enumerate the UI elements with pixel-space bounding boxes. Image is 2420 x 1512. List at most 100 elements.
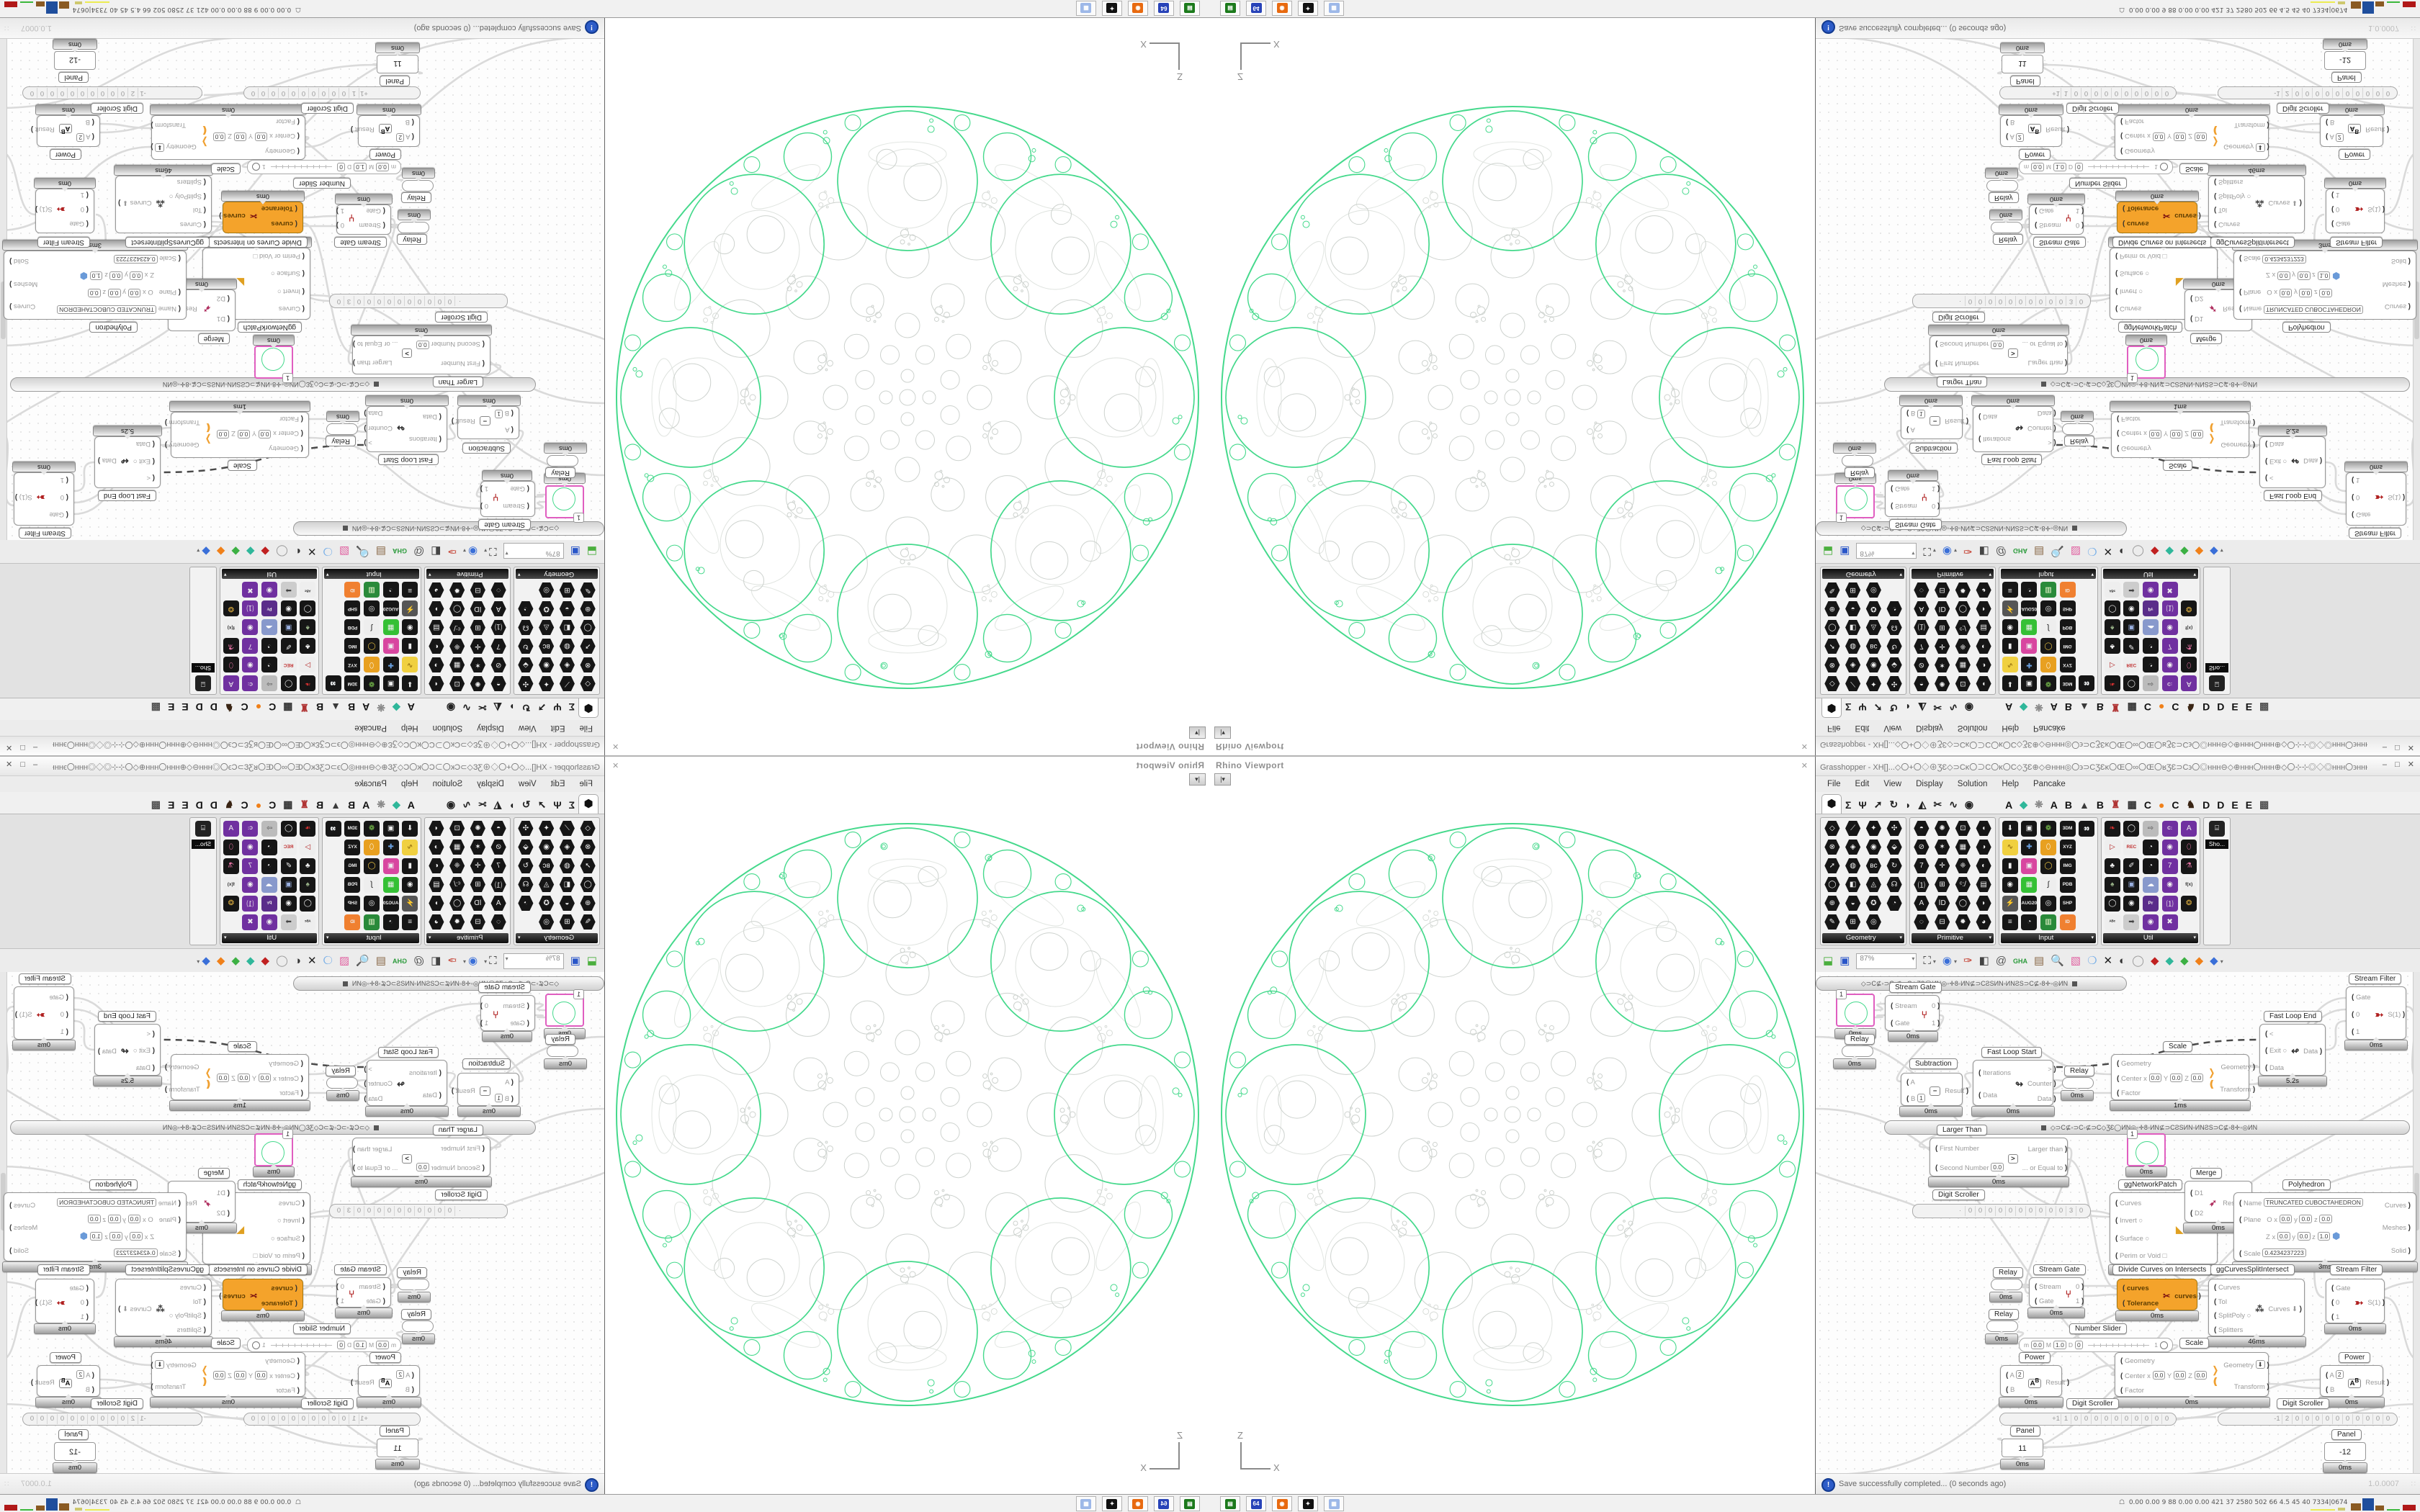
component-icon[interactable]: IMG bbox=[344, 638, 361, 654]
component-icon[interactable]: ◒ bbox=[1845, 895, 1861, 912]
panel-node[interactable]: -12 bbox=[2324, 51, 2366, 70]
plugin-tab[interactable]: A bbox=[2005, 799, 2013, 811]
menu-item-display[interactable]: Display bbox=[477, 724, 504, 732]
component-icon[interactable]: ◗ bbox=[429, 896, 444, 912]
component-icon[interactable]: ⬇ bbox=[402, 820, 418, 837]
component-icon[interactable]: ◉ bbox=[2123, 895, 2140, 912]
toolbar-icon[interactable]: @ bbox=[413, 955, 425, 967]
component-icon[interactable]: ◒ bbox=[559, 601, 575, 617]
component-icon[interactable]: A bbox=[490, 601, 506, 617]
component-icon[interactable]: A bbox=[1914, 601, 1930, 617]
group-header-bar[interactable]: ◇⊃C⊈◦⊃C◦⊈⊃C◇ƷƐ◯ИN◎◦✛8◦ИN⊈⊃CƧSИN◦ИNƧS⊃C⊈◦… bbox=[1816, 976, 2127, 991]
stream-gate-node[interactable]: ( Stream( Gate ⑂ 0 ) 1 ) bbox=[2029, 1277, 2084, 1308]
toolbar-icon[interactable]: ◆ bbox=[2195, 545, 2204, 557]
component-icon[interactable]: ▣ bbox=[382, 675, 399, 692]
component-icon[interactable]: ◎ bbox=[2040, 600, 2056, 617]
category-tab-icon[interactable]: ◉ bbox=[446, 798, 456, 810]
component-icon[interactable]: ✣ bbox=[1886, 820, 1902, 837]
taskbar-app-rhino[interactable]: ✦ bbox=[1102, 1, 1122, 16]
component-icon[interactable]: SHP bbox=[2059, 895, 2076, 912]
component-icon[interactable]: ◉ bbox=[539, 840, 555, 855]
stream-filter-node[interactable]: ( Gate( 0( 1 ➳ S(1) ) bbox=[35, 1279, 94, 1323]
toolbar-icon[interactable]: ▧ bbox=[339, 955, 350, 967]
category-tab-icon[interactable]: Ψ bbox=[553, 799, 562, 811]
toolbar-icon[interactable]: ◆ bbox=[2165, 545, 2174, 557]
component-icon[interactable]: ▦ bbox=[449, 840, 465, 855]
component-icon[interactable]: ▦ bbox=[382, 876, 399, 893]
category-tab-icon[interactable]: ↻ bbox=[1889, 798, 1899, 810]
toolbar-icon[interactable]: ❍ bbox=[323, 955, 333, 967]
component-icon[interactable]: 3DM bbox=[2059, 820, 2076, 837]
component-icon[interactable]: ⇨ bbox=[261, 820, 278, 837]
polyhedron-node[interactable]: ( Name TRUNCATED CUBOCTAHEDRON( Plane O … bbox=[4, 251, 187, 320]
relay-node[interactable] bbox=[1986, 180, 2018, 192]
toolbar-icon[interactable]: ◆ bbox=[231, 545, 240, 557]
component-icon[interactable]: ⚡ bbox=[402, 600, 418, 617]
plugin-tab[interactable]: D bbox=[2202, 701, 2210, 713]
component-icon[interactable]: ◑ bbox=[429, 657, 444, 673]
component-icon[interactable]: ≡ bbox=[2002, 914, 2018, 930]
plugin-tab[interactable]: E bbox=[182, 701, 189, 713]
category-tab-icon[interactable]: ◗ bbox=[508, 701, 515, 713]
component-icon[interactable]: ✛ bbox=[470, 639, 485, 654]
scale-node[interactable]: ( Geometry( Center x 0.0 Y 0.0 Z 0.0( Fa… bbox=[2115, 115, 2269, 160]
component-icon[interactable]: ∿ bbox=[402, 839, 418, 855]
component-icon[interactable]: ◑ bbox=[1976, 839, 1991, 855]
viewport-close-icon[interactable]: ✕ bbox=[612, 762, 619, 770]
digit-scroller-node[interactable]: +1 1 0 0 0 0 0 0 0 0 0 0 bbox=[243, 86, 421, 99]
ggcurvessplitintersect-node[interactable]: ( Curves( Tol( SplitPoly ○( Splitters ⁂ Cu… bbox=[2208, 176, 2305, 233]
component-icon[interactable]: ▷ bbox=[2104, 657, 2120, 673]
component-icon[interactable]: ↻ bbox=[1886, 639, 1902, 654]
component-icon[interactable]: Pr bbox=[2142, 895, 2159, 912]
toolbar-caret[interactable]: ▾ bbox=[2220, 958, 2223, 965]
component-icon[interactable]: ◓ bbox=[1914, 676, 1930, 692]
toolbar-icon[interactable]: ❍ bbox=[2087, 545, 2097, 557]
component-icon[interactable]: ◔ bbox=[2142, 638, 2159, 654]
component-icon[interactable]: ∫ bbox=[2040, 876, 2056, 893]
relay-node[interactable] bbox=[2062, 423, 2094, 435]
category-tab-icon[interactable]: ◭ bbox=[493, 798, 502, 810]
plugin-tab[interactable]: ● bbox=[2158, 701, 2165, 713]
toolbar-icon[interactable]: ▣ bbox=[1839, 545, 1850, 557]
panel-node[interactable]: -12 bbox=[54, 51, 96, 70]
scale-node[interactable]: ( Geometry( Center x 0.0 Y 0.0 Z 0.0( Fa… bbox=[2115, 1352, 2269, 1397]
component-icon[interactable]: AUG20 bbox=[2021, 600, 2038, 617]
component-icon[interactable]: ✚ bbox=[382, 657, 399, 673]
component-icon[interactable]: ◯ bbox=[580, 877, 596, 893]
category-tab-icon[interactable]: Σ bbox=[1845, 799, 1852, 811]
component-icon[interactable]: ❈ bbox=[449, 858, 465, 874]
zoom-combo[interactable]: 87% bbox=[1856, 543, 1917, 559]
component-icon[interactable]: 7 bbox=[490, 858, 506, 874]
component-icon[interactable]: f(x) bbox=[2181, 619, 2197, 636]
relay-node[interactable] bbox=[1842, 455, 1873, 467]
component-icon[interactable]: ◉ bbox=[402, 619, 418, 636]
toolbar-icon[interactable]: ▧ bbox=[2070, 955, 2081, 967]
grasshopper-titlebar[interactable]: Grasshopper - XH[]...◇〇+〇◇⊕ƷƐ◇⊃Cκ〇⊃C〇κ〇C… bbox=[0, 757, 604, 776]
stream-gate-node[interactable]: ( Stream( Gate ⑂ 0 ) 1 ) bbox=[480, 995, 535, 1031]
component-icon[interactable]: ▣ bbox=[382, 820, 399, 837]
component-icon[interactable]: 3DM bbox=[344, 675, 361, 692]
component-icon[interactable]: ◗ bbox=[1976, 601, 1991, 617]
component-icon[interactable]: ➚ bbox=[1824, 858, 1840, 874]
toolbar-caret[interactable]: ▾ bbox=[197, 958, 200, 965]
component-icon[interactable]: ⊕ bbox=[580, 601, 596, 617]
component-icon[interactable]: ↻ bbox=[518, 858, 534, 874]
digit-scroller-node[interactable]: +1 1 0 0 0 0 0 0 0 0 0 0 bbox=[1999, 1413, 2177, 1426]
plugin-tab[interactable]: D bbox=[195, 701, 203, 713]
divide-curves-on-intersects-node[interactable]: ( curves( Tolerance ✂ curves ) bbox=[2117, 1279, 2201, 1310]
component-icon[interactable]: ▣ bbox=[280, 619, 297, 636]
toolbar-icon[interactable]: ◆ bbox=[2210, 955, 2218, 967]
component-icon[interactable]: ▮ bbox=[2002, 638, 2018, 654]
plugin-tab[interactable]: A bbox=[407, 799, 415, 811]
component-icon[interactable]: ⅠD bbox=[1935, 601, 1950, 617]
plugin-tab[interactable]: ♞ bbox=[224, 702, 234, 714]
toolbar-icon[interactable]: ◧ bbox=[431, 545, 442, 557]
component-icon[interactable]: ⬯ bbox=[2181, 839, 2197, 855]
component-icon[interactable]: ◉ bbox=[402, 876, 418, 893]
stream-filter-node[interactable]: ( Gate( 0( 1 ➳ S(1) ) bbox=[2346, 986, 2406, 1040]
component-icon[interactable]: ◔ bbox=[261, 657, 278, 673]
component-icon[interactable]: ID bbox=[344, 582, 361, 598]
component-icon[interactable]: ❈ bbox=[1955, 639, 1971, 654]
palette-group-label-sho[interactable]: Sho... bbox=[2205, 663, 2228, 672]
toolbar-icon[interactable]: ⬓ bbox=[586, 545, 597, 557]
